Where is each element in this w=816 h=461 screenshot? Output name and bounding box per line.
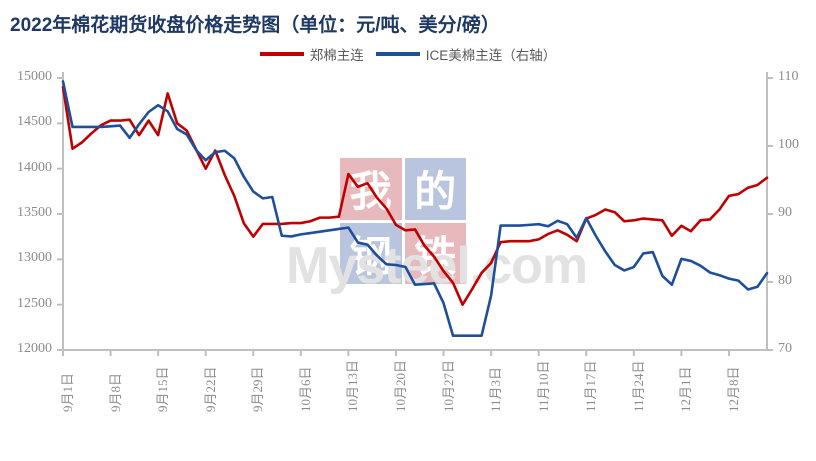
y-tick-label-left-13000: 13000 [17,250,52,266]
x-tick-label-7: 10月20日 [392,359,408,412]
legend-swatch-blue [375,52,420,56]
legend-item-ice: ICE美棉主连（右轴） [375,44,557,64]
x-tick-label-10: 11月10日 [535,360,551,412]
chart-title: 2022年棉花期货收盘价格走势图（单位：元/吨、美分/磅） [10,15,500,36]
y-tick-label-left-13500: 13500 [17,205,52,220]
x-tick-label-11: 11月17日 [583,360,599,412]
legend-label-zhengmian: 郑棉主连 [309,48,364,63]
legend-swatch-red [259,52,304,56]
y-tick-label-left-14500: 14500 [17,114,52,130]
x-tick-label-14: 12月8日 [725,366,741,412]
x-tick-label-2: 9月15日 [155,366,171,412]
y-tick-label-right-90: 90 [778,205,792,220]
y-tick-label-left-14000: 14000 [17,159,52,175]
x-tick-label-13: 12月1日 [678,366,694,412]
series-line-zhengmian [61,85,769,306]
y-tick-label-right-80: 80 [778,273,792,288]
y-tick-label-left-12000: 12000 [17,341,52,356]
x-tick-label-4: 9月29日 [250,366,266,412]
x-tick-label-3: 9月22日 [202,366,218,412]
y-tick-label-left-12500: 12500 [17,295,52,311]
x-tick-label-8: 10月27日 [440,359,456,412]
x-tick-label-1: 9月8日 [107,372,123,412]
legend-item-zhengmian: 郑棉主连 [259,44,364,64]
chart-legend: 郑棉主连 ICE美棉主连（右轴） [0,44,816,64]
y-tick-label-right-100: 100 [778,137,799,152]
series-line-ice [61,80,769,338]
x-tick-label-12: 11月24日 [630,360,646,412]
legend-label-ice: ICE美棉主连（右轴） [425,48,557,63]
y-tick-label-right-110: 110 [778,69,799,84]
x-tick-label-0: 9月1日 [60,372,75,412]
x-tick-label-6: 10月13日 [345,359,361,412]
y-tick-label-left-15000: 15000 [17,69,52,84]
x-tick-label-5: 10月6日 [297,366,313,412]
x-tick-label-9: 11月3日 [488,366,504,412]
y-tick-label-right-70: 70 [778,341,792,356]
